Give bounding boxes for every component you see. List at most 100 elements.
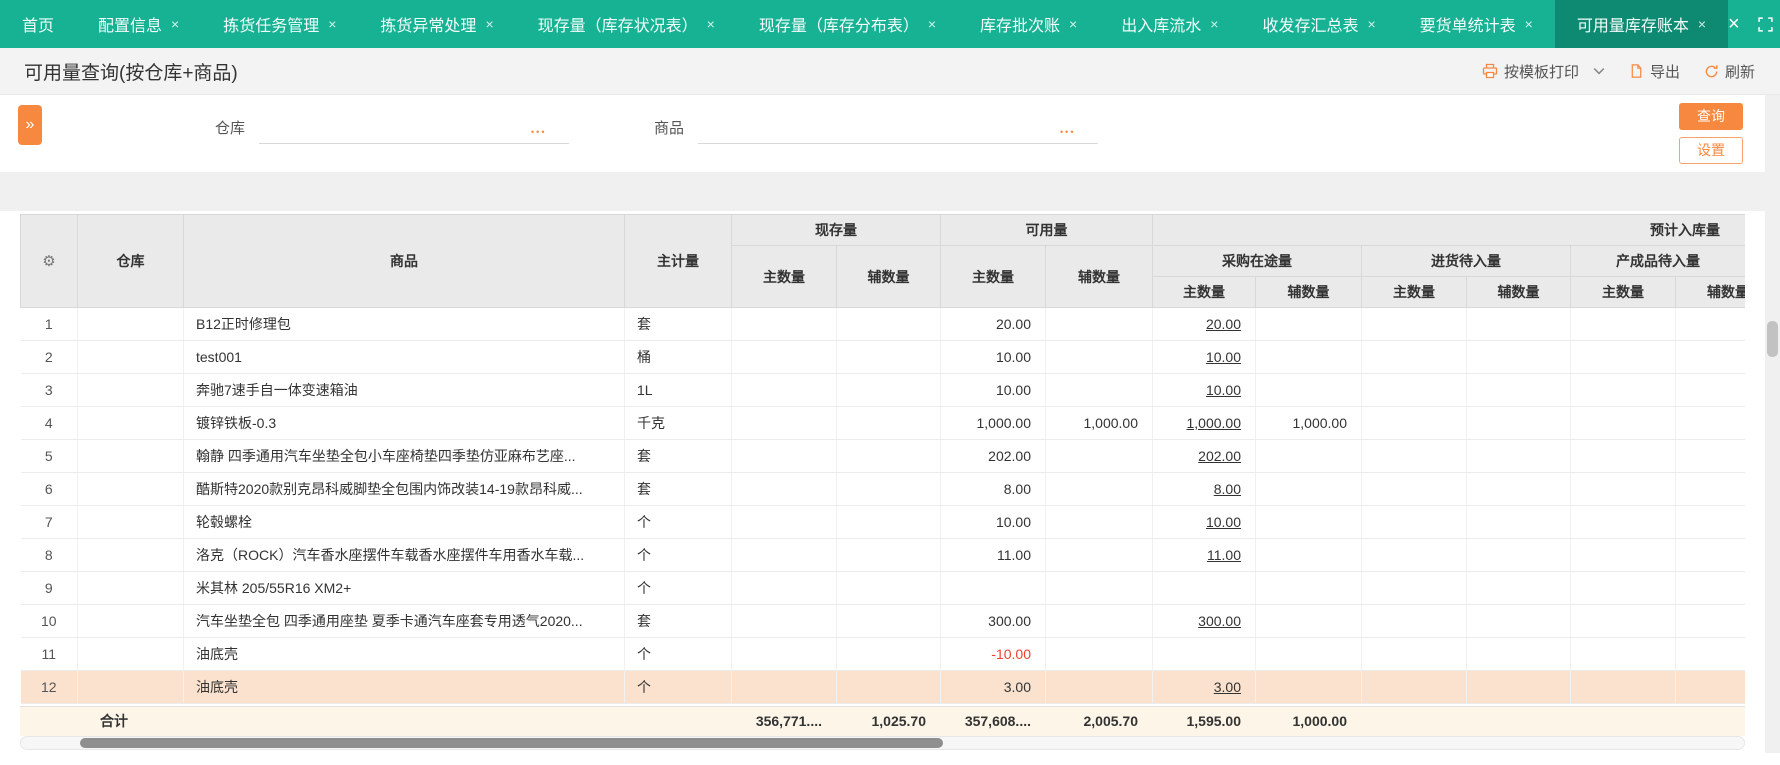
cell-onhand_aux: [836, 571, 941, 605]
cell-po_main[interactable]: 202.00: [1152, 439, 1256, 473]
table-row[interactable]: 6 酷斯特2020款别克昂科威脚垫全包围内饰改装14-19款昂科威... 套 8.00…: [20, 472, 1745, 506]
cell-num: 5: [20, 439, 78, 473]
refresh-icon: [1704, 64, 1719, 79]
tab-1[interactable]: 首页: [0, 0, 76, 48]
tab-2[interactable]: 配置信息 ×: [76, 0, 201, 48]
tab-5[interactable]: 现存量（库存状况表） ×: [516, 0, 737, 48]
cell-warehouse: [77, 439, 184, 473]
cell-product: 油底壳: [183, 637, 625, 671]
cell-in_main: [1361, 571, 1467, 605]
table-row[interactable]: 7 轮毂螺栓个 10.00 10.00: [20, 505, 1745, 539]
cell-in_main: [1361, 307, 1467, 341]
cell-po_main[interactable]: 11.00: [1152, 538, 1256, 572]
window-maximize-icon[interactable]: [1758, 16, 1773, 32]
export-icon: [1629, 63, 1644, 79]
tab-close-icon[interactable]: ×: [1367, 16, 1376, 32]
tab-3[interactable]: 拣货任务管理 ×: [201, 0, 358, 48]
horizontal-scrollbar-thumb[interactable]: [80, 737, 943, 748]
cell-prod_main: [1570, 571, 1676, 605]
cell-unit: 个: [624, 538, 732, 572]
tab-close-icon[interactable]: ×: [1524, 16, 1533, 32]
tab-close-icon[interactable]: ×: [485, 16, 494, 32]
cell-in_aux: [1466, 340, 1571, 374]
cell-onhand_aux: [836, 637, 941, 671]
search-button[interactable]: 查询: [1679, 103, 1743, 130]
tab-close-icon[interactable]: ×: [1069, 16, 1078, 32]
table-row[interactable]: 5 翰静 四季通用汽车坐垫全包小车座椅垫四季垫仿亚麻布艺座... 套 202.00 20…: [20, 439, 1745, 473]
cell-po_main[interactable]: 20.00: [1152, 307, 1256, 341]
table-row[interactable]: 12 油底壳个 3.00 3.00: [20, 670, 1745, 704]
col-group-finished-pending: 产成品待入量: [1570, 245, 1745, 277]
cell-po_main[interactable]: 300.00: [1152, 604, 1256, 638]
table-row[interactable]: 9 米其林 205/55R16 XM2+ 个: [20, 571, 1745, 605]
table-row[interactable]: 8 洛克（ROCK）汽车香水座摆件车载香水座摆件车用香水车载... 个 11.00 11…: [20, 538, 1745, 572]
cell-prod_aux: [1675, 307, 1745, 341]
tab-close-icon[interactable]: ×: [927, 16, 937, 32]
cell-avail_main: 10.00: [940, 505, 1046, 539]
tab-close-icon[interactable]: ×: [1210, 16, 1219, 32]
warehouse-input[interactable]: [259, 117, 530, 143]
cell-warehouse: [77, 472, 184, 506]
cell-in_aux: [1466, 637, 1571, 671]
table-row[interactable]: 11 油底壳个 -10.00: [20, 637, 1745, 671]
refresh-button[interactable]: 刷新: [1704, 61, 1755, 82]
cell-avail_aux: [1045, 472, 1153, 506]
tab-label: 拣货异常处理: [380, 18, 477, 35]
cell-in_main: [1361, 439, 1467, 473]
cell-po_main[interactable]: 8.00: [1152, 472, 1256, 506]
window-close-button[interactable]: ×: [1728, 13, 1740, 35]
chevron-down-icon[interactable]: [1593, 67, 1605, 75]
tab-8[interactable]: 出入库流水 ×: [1099, 0, 1240, 48]
tab-11[interactable]: 可用量库存账本 ×: [1554, 0, 1729, 48]
tab-4[interactable]: 拣货异常处理 ×: [358, 0, 515, 48]
cell-avail_main: 1,000.00: [940, 406, 1046, 440]
table-row[interactable]: 3 奔驰7速手自一体变速箱油 1L 10.00 10.00: [20, 373, 1745, 407]
cell-po_main[interactable]: 3.00: [1152, 670, 1256, 704]
filter-collapse-handle[interactable]: »: [18, 105, 42, 145]
table-row[interactable]: 1 B12正时修理包套 20.00 20.00: [20, 307, 1745, 341]
tab-10[interactable]: 要货单统计表 ×: [1398, 0, 1555, 48]
cell-po_main[interactable]: 10.00: [1152, 340, 1256, 374]
cell-po_aux: [1255, 307, 1362, 341]
col-header-available-aux: 辅数量: [1045, 245, 1153, 308]
table-row[interactable]: 10 汽车坐垫全包 四季通用座垫 夏季卡通汽车座套专用透气2020... 套 300.…: [20, 604, 1745, 638]
tab-label: 库存批次账: [980, 18, 1061, 35]
tab-6[interactable]: 现存量（库存分布表） ×: [737, 0, 958, 48]
cell-avail_aux: [1045, 505, 1153, 539]
cell-po_main[interactable]: 10.00: [1152, 373, 1256, 407]
cell-onhand_aux: [836, 439, 941, 473]
totals-available-main: 357,608....: [940, 706, 1045, 736]
cell-in_aux: [1466, 439, 1571, 473]
horizontal-scrollbar[interactable]: [20, 735, 1745, 750]
cell-prod_aux: [1675, 406, 1745, 440]
cell-onhand_aux: [836, 505, 941, 539]
cell-in_aux: [1466, 472, 1571, 506]
settings-button[interactable]: 设置: [1679, 137, 1743, 164]
tab-close-icon[interactable]: ×: [328, 16, 337, 32]
product-more-icon[interactable]: •••: [1060, 127, 1076, 137]
cell-po_main[interactable]: 10.00: [1152, 505, 1256, 539]
cell-product: 镀锌铁板-0.3: [183, 406, 625, 440]
vertical-scrollbar-thumb[interactable]: [1767, 321, 1778, 357]
cell-onhand_aux: [836, 373, 941, 407]
tab-7[interactable]: 库存批次账 ×: [958, 0, 1099, 48]
tab-9[interactable]: 收发存汇总表 ×: [1240, 0, 1397, 48]
print-by-template-button[interactable]: 按模板打印: [1482, 61, 1605, 82]
cell-po_main: [1152, 637, 1256, 671]
export-button[interactable]: 导出: [1629, 61, 1680, 82]
col-group-available: 可用量: [940, 214, 1153, 246]
column-settings-gear-icon[interactable]: ⚙: [42, 253, 56, 270]
tab-close-icon[interactable]: ×: [171, 16, 180, 32]
product-input[interactable]: [698, 117, 1059, 143]
table-row[interactable]: 2 test001 桶 10.00 10.00: [20, 340, 1745, 374]
tab-close-icon[interactable]: ×: [706, 16, 715, 32]
tab-close-icon[interactable]: ×: [1697, 16, 1707, 32]
cell-prod_aux: [1675, 670, 1745, 704]
tab-label: 可用量库存账本: [1576, 18, 1689, 35]
warehouse-more-icon[interactable]: •••: [531, 127, 547, 137]
vertical-scrollbar[interactable]: [1765, 95, 1780, 753]
cell-avail_aux: [1045, 373, 1153, 407]
table-row[interactable]: 4 镀锌铁板-0.3 千克 1,000.00 1,000.00 1,000.00 1,000…: [20, 406, 1745, 440]
cell-po_main[interactable]: 1,000.00: [1152, 406, 1256, 440]
cell-in_main: [1361, 637, 1467, 671]
